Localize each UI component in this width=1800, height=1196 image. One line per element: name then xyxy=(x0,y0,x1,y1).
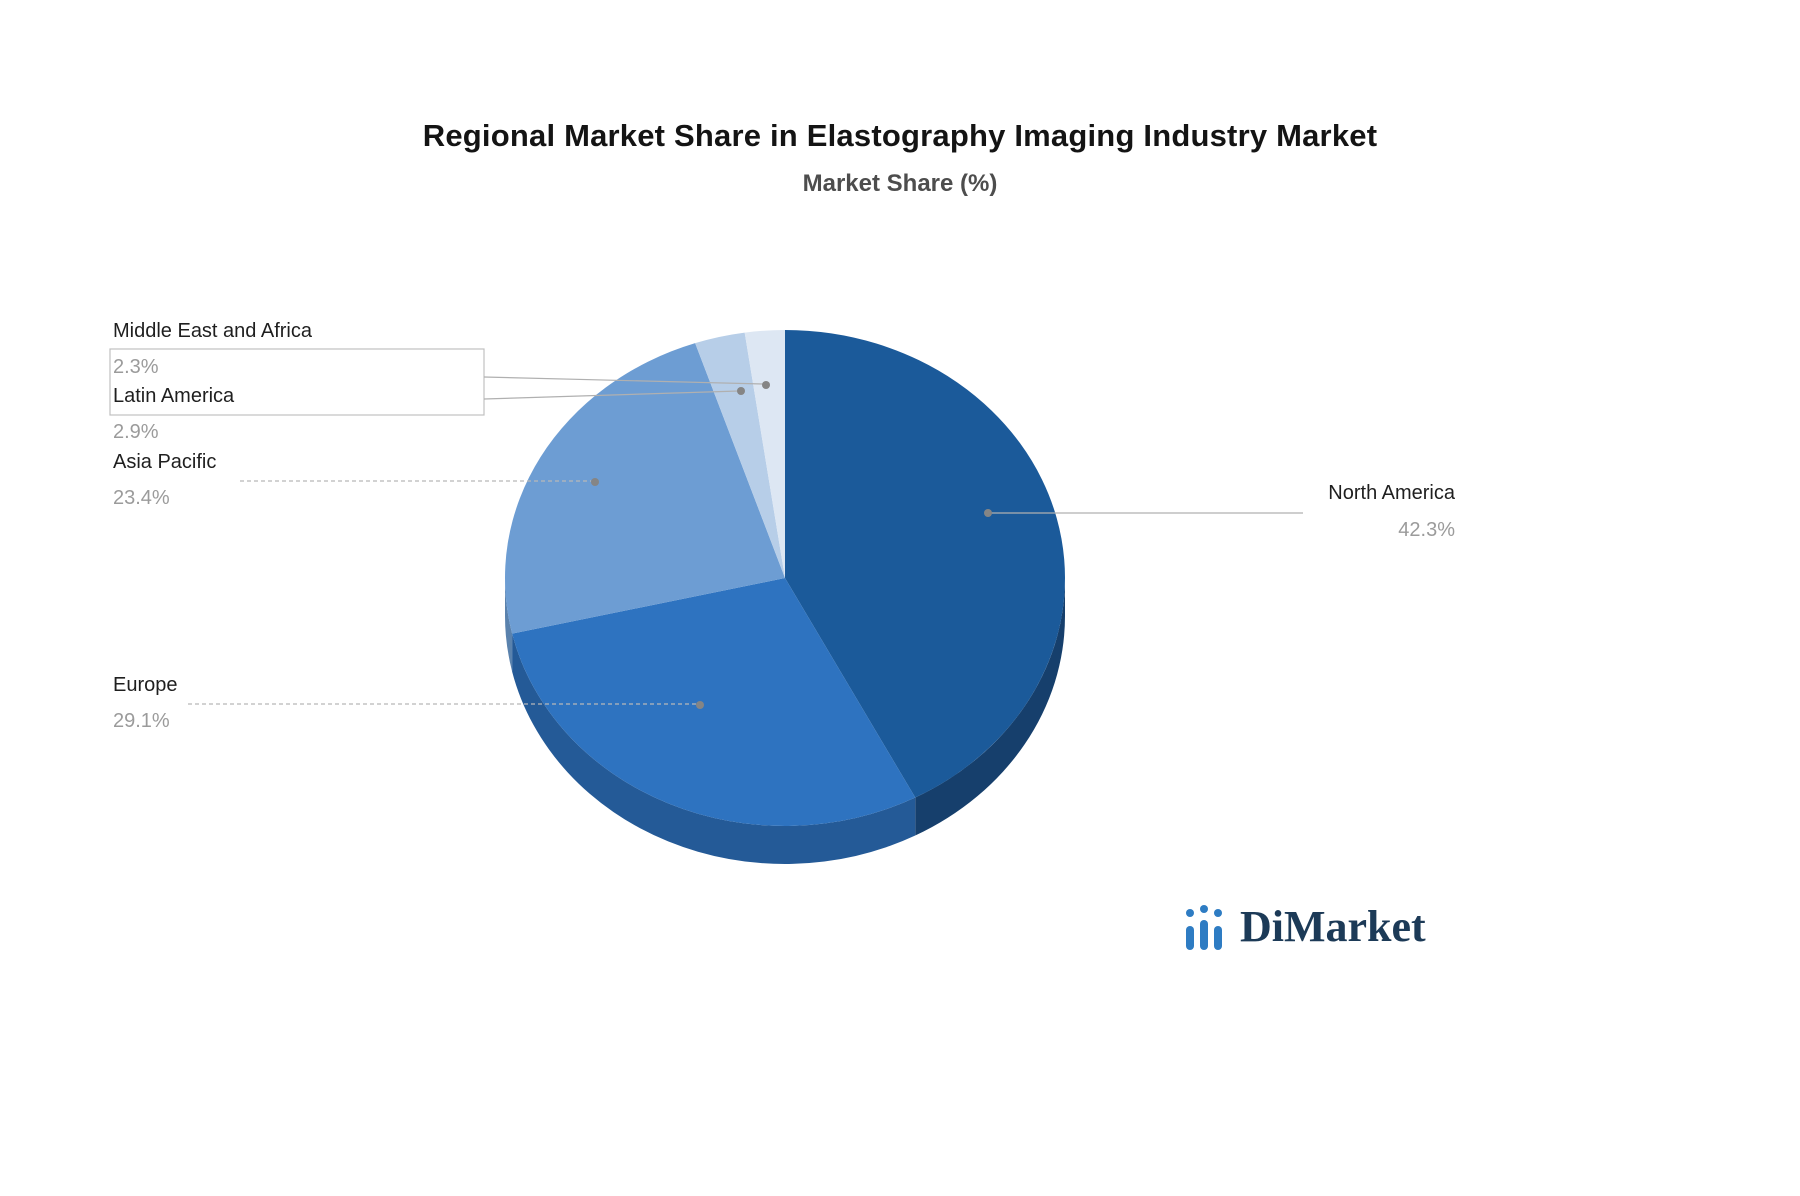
slice-value-asia-pacific: 23.4% xyxy=(113,487,170,509)
pie-slice-4 xyxy=(744,330,785,578)
leader-line-latin-america xyxy=(483,390,740,400)
pie-slice-side-0 xyxy=(915,578,1065,836)
slice-value-europe: 29.1% xyxy=(113,710,170,732)
leader-dot-europe xyxy=(696,701,704,709)
pie-slices xyxy=(504,330,1065,864)
pie-slice-side-2 xyxy=(505,578,513,672)
slice-label-north-america: North America xyxy=(1328,482,1455,504)
slice-label-europe: Europe xyxy=(113,674,178,696)
chart-subtitle: Market Share (%) xyxy=(802,170,998,197)
leader-dot-middle-east-and-africa xyxy=(762,381,770,389)
callout-lines xyxy=(109,348,1303,709)
slice-value-latin-america: 2.9% xyxy=(113,421,159,443)
leader-line-middle-east-and-africa xyxy=(483,376,765,385)
bar-chart-icon xyxy=(1186,905,1222,950)
slice-label-middle-east-and-africa: Middle East and Africa xyxy=(113,320,312,342)
chart-title: Regional Market Share in Elastography Im… xyxy=(422,118,1378,153)
leader-dot-asia-pacific xyxy=(591,478,599,486)
slice-label-latin-america: Latin America xyxy=(113,385,235,407)
pie-slice-2 xyxy=(504,343,785,634)
brand-logo: DiMarket xyxy=(1180,900,1426,954)
pie-slice-3 xyxy=(695,332,785,578)
callout-box xyxy=(109,348,485,416)
pie-slice-side-1 xyxy=(512,633,916,864)
brand-logo-text: DiMarket xyxy=(1240,902,1426,951)
slice-value-middle-east-and-africa: 2.3% xyxy=(113,356,159,378)
pie-slice-1 xyxy=(512,578,916,826)
leader-dot-north-america xyxy=(984,509,992,517)
slice-value-north-america: 42.3% xyxy=(1398,519,1455,541)
pie-slice-0 xyxy=(785,330,1065,798)
leader-dot-latin-america xyxy=(737,387,745,395)
slice-label-asia-pacific: Asia Pacific xyxy=(113,451,217,473)
